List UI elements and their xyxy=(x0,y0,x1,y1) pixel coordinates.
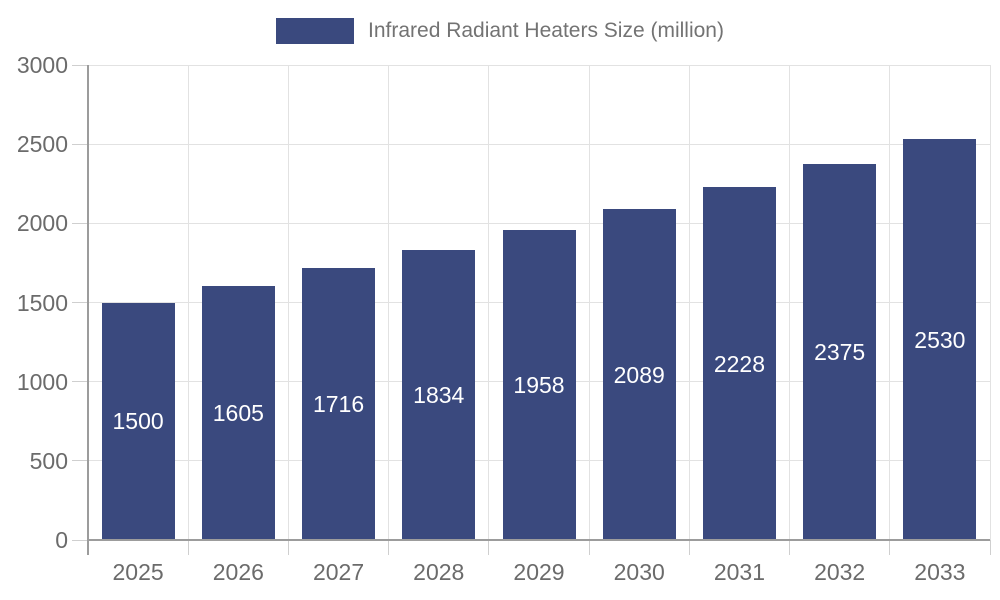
x-axis-tick-label: 2030 xyxy=(613,559,665,585)
y-axis-tick-mark xyxy=(72,381,88,383)
y-axis-tick-label: 1000 xyxy=(16,368,68,395)
x-axis-tick-label: 2029 xyxy=(513,559,565,585)
x-axis-tick-mark xyxy=(588,540,590,555)
y-axis-tick-label: 2500 xyxy=(16,131,68,158)
gridline-vertical xyxy=(187,65,189,540)
y-axis-tick-label: 2000 xyxy=(16,210,68,237)
bar-value-label: 2530 xyxy=(914,326,966,353)
gridline-vertical xyxy=(688,65,690,540)
bar-value-label: 2089 xyxy=(613,361,665,388)
gridline-vertical xyxy=(287,65,289,540)
gridline-horizontal xyxy=(88,222,990,224)
x-axis-tick-mark xyxy=(889,540,891,555)
y-axis-tick-label: 3000 xyxy=(16,52,68,78)
x-axis-tick-label: 2033 xyxy=(914,559,966,585)
y-axis-tick-mark xyxy=(72,143,88,145)
x-axis-tick-mark xyxy=(989,540,991,555)
gridline-vertical xyxy=(388,65,390,540)
bar-2030 xyxy=(602,209,676,540)
x-axis-tick-label: 2032 xyxy=(814,559,866,585)
legend-swatch[interactable] xyxy=(276,18,354,44)
y-axis-tick-label: 500 xyxy=(29,447,68,474)
gridline-vertical xyxy=(889,65,891,540)
y-axis-tick-label: 1500 xyxy=(16,289,68,316)
bar-value-label: 1605 xyxy=(212,399,264,426)
y-axis-tick-mark xyxy=(72,460,88,462)
x-axis-tick-mark xyxy=(287,540,289,555)
legend[interactable]: Infrared Radiant Heaters Size (million) xyxy=(0,16,1000,46)
y-axis-tick-mark xyxy=(72,64,88,66)
gridline-vertical xyxy=(789,65,791,540)
bar-2033 xyxy=(903,139,977,540)
gridline-horizontal xyxy=(88,143,990,145)
y-axis-tick-mark xyxy=(72,539,88,541)
bar-2029 xyxy=(502,229,576,540)
bar-2027 xyxy=(302,268,376,540)
gridline-vertical xyxy=(588,65,590,540)
bar-value-label: 1834 xyxy=(413,381,465,408)
x-axis-tick-label: 2028 xyxy=(413,559,465,585)
x-axis-tick-mark xyxy=(488,540,490,555)
x-axis-tick-mark xyxy=(388,540,390,555)
bar-2025 xyxy=(101,302,175,540)
bar-value-label: 1500 xyxy=(112,408,164,435)
bar-2032 xyxy=(803,163,877,540)
gridline-vertical xyxy=(488,65,490,540)
x-axis-tick-mark xyxy=(789,540,791,555)
gridline-horizontal xyxy=(88,64,990,66)
bar-value-label: 2375 xyxy=(814,338,866,365)
x-axis-line xyxy=(88,539,990,541)
bar-value-label: 1716 xyxy=(312,391,365,418)
gridline-vertical xyxy=(989,65,991,540)
x-axis-tick-label: 2027 xyxy=(312,559,365,585)
bar-2026 xyxy=(201,285,275,540)
y-axis-tick-label: 0 xyxy=(55,527,68,553)
x-axis-tick-label: 2031 xyxy=(713,559,766,585)
y-axis-tick-mark xyxy=(72,302,88,303)
y-axis-line xyxy=(87,65,89,555)
y-axis-tick-mark xyxy=(72,222,88,224)
bar-value-label: 2228 xyxy=(713,350,766,377)
bar-value-label: 1958 xyxy=(513,371,565,398)
bar-2028 xyxy=(402,249,476,540)
x-axis-tick-label: 2025 xyxy=(112,559,164,585)
x-axis-tick-mark xyxy=(187,540,189,555)
x-axis-tick-label: 2026 xyxy=(212,559,264,585)
legend-label[interactable]: Infrared Radiant Heaters Size (million) xyxy=(368,19,724,42)
bar-2031 xyxy=(702,187,776,540)
x-axis-tick-mark xyxy=(688,540,690,555)
